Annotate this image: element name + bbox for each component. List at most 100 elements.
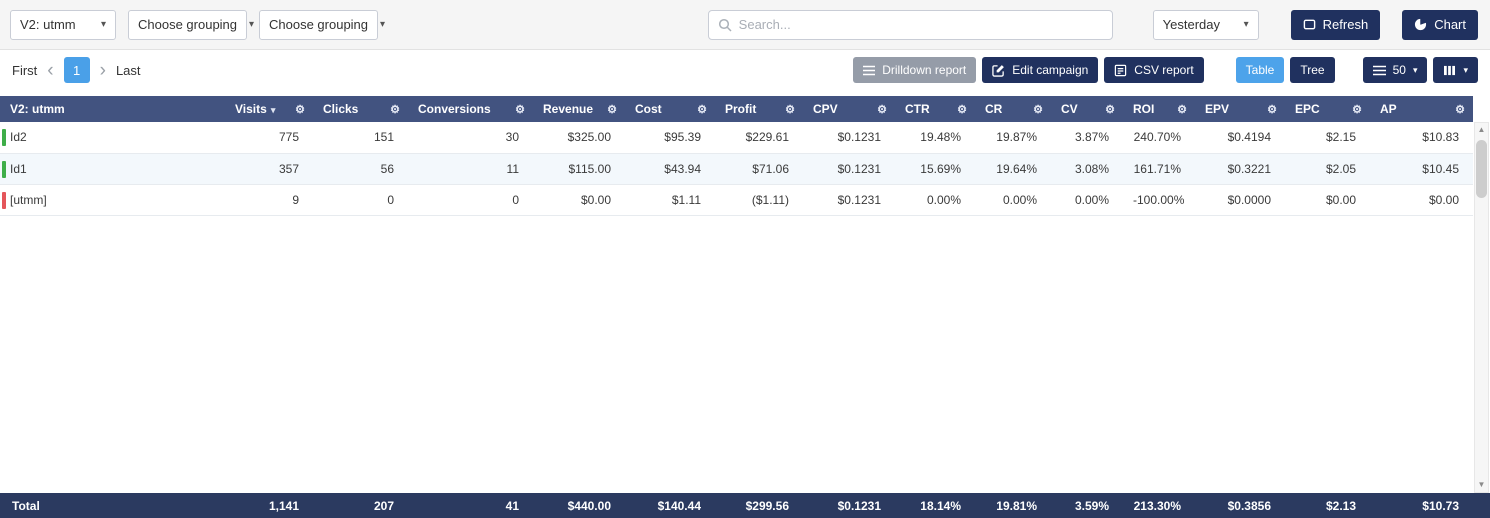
pagination-last[interactable]: Last <box>115 62 141 78</box>
scrollbar-thumb[interactable] <box>1476 140 1487 198</box>
refresh-button[interactable]: Refresh <box>1290 9 1381 40</box>
hamburger-icon <box>1372 65 1386 75</box>
toolbar: V2: utmm ▾ Choose grouping ▾ Choose grou… <box>0 0 1490 50</box>
name-column-label: V2: utmm <box>10 102 65 116</box>
gear-icon[interactable]: ⚙ <box>515 103 525 116</box>
column-label: Clicks <box>323 102 359 116</box>
tree-view-label: Tree <box>1300 63 1325 77</box>
columns-select[interactable]: ▾ <box>1433 57 1478 83</box>
grouping-select-1-value: Choose grouping <box>138 17 238 32</box>
gear-icon[interactable]: ⚙ <box>785 103 795 116</box>
column-header-conversions[interactable]: Conversions ⚙ <box>408 96 533 122</box>
date-range-select[interactable]: Yesterday ▾ <box>1152 9 1259 40</box>
column-header-cv[interactable]: CV ⚙ <box>1051 96 1123 122</box>
column-header-cost[interactable]: Cost ⚙ <box>625 96 715 122</box>
row-name-cell: Id2 <box>0 122 225 154</box>
column-header-ctr[interactable]: CTR ⚙ <box>895 96 975 122</box>
total-cell: 1,141 <box>268 498 299 513</box>
grouping-select-1[interactable]: Choose grouping ▾ <box>128 9 254 40</box>
gear-icon[interactable]: ⚙ <box>295 103 305 116</box>
cell: 19.48% <box>895 122 975 154</box>
gear-icon[interactable]: ⚙ <box>1455 103 1465 116</box>
column-header-cr[interactable]: CR ⚙ <box>975 96 1051 122</box>
table-row[interactable]: Id2 775 151 30 $325.00 $95.39 $229.61 $0… <box>0 122 1473 154</box>
drilldown-report-button[interactable]: Drilldown report <box>853 57 977 83</box>
row-name: Id1 <box>10 161 27 176</box>
gear-icon[interactable]: ⚙ <box>607 103 617 116</box>
cell: $0.3221 <box>1195 153 1285 185</box>
cell: 357 <box>225 153 313 185</box>
column-header-epc[interactable]: EPC ⚙ <box>1285 96 1370 122</box>
page-size-select[interactable]: 50 ▾ <box>1362 57 1428 83</box>
campaign-select[interactable]: V2: utmm ▾ <box>10 9 116 40</box>
date-range-value: Yesterday <box>1162 17 1221 32</box>
total-row: Total 1,141 207 41 $440.00 $140.44 $299.… <box>0 493 1473 518</box>
cell: 15.69% <box>895 153 975 185</box>
tree-view-toggle[interactable]: Tree <box>1290 57 1335 83</box>
csv-report-button[interactable]: CSV report <box>1104 57 1204 83</box>
gear-icon[interactable]: ⚙ <box>877 103 887 116</box>
table-view-toggle[interactable]: Table <box>1235 57 1285 83</box>
chevron-down-icon: ▾ <box>1412 64 1418 75</box>
gear-icon[interactable]: ⚙ <box>1033 103 1043 116</box>
chevron-right-icon[interactable]: › <box>99 59 106 81</box>
gear-icon[interactable]: ⚙ <box>1267 103 1277 116</box>
cell: 30 <box>408 122 533 154</box>
pagination-bar: First ‹ 1 › Last Drilldown report Edit c… <box>0 50 1490 90</box>
total-bar: Total 1,141 207 41 $440.00 $140.44 $299.… <box>0 493 1490 518</box>
column-label: Profit <box>725 102 757 116</box>
column-label: ROI <box>1133 102 1155 116</box>
column-header-clicks[interactable]: Clicks ⚙ <box>313 96 408 122</box>
chart-button[interactable]: Chart <box>1402 9 1478 40</box>
cell: $0.00 <box>1285 184 1370 216</box>
column-header-name: V2: utmm <box>0 96 225 122</box>
page-size-value: 50 <box>1392 63 1406 77</box>
grouping-select-2[interactable]: Choose grouping ▾ <box>259 9 385 40</box>
gear-icon[interactable]: ⚙ <box>957 103 967 116</box>
table-row[interactable]: Id1 357 56 11 $115.00 $43.94 $71.06 $0.1… <box>0 153 1473 185</box>
chevron-down-icon: ▾ <box>1243 19 1249 30</box>
column-header-ap[interactable]: AP ⚙ <box>1370 96 1473 122</box>
refresh-button-label: Refresh <box>1322 17 1369 32</box>
scroll-up-icon[interactable]: ▲ <box>1477 125 1486 134</box>
cell: $325.00 <box>533 122 625 154</box>
gear-icon[interactable]: ⚙ <box>1105 103 1115 116</box>
total-cell: $299.56 <box>745 498 789 513</box>
column-header-epv[interactable]: EPV ⚙ <box>1195 96 1285 122</box>
column-header-cpv[interactable]: CPV ⚙ <box>803 96 895 122</box>
table-row[interactable]: [utmm] 9 0 0 $0.00 $1.11 ($1.11) $0.1231… <box>0 184 1473 216</box>
column-label: EPV <box>1205 102 1230 116</box>
sort-desc-icon: ▾ <box>270 105 276 115</box>
cell: 3.87% <box>1051 122 1123 154</box>
cell: $71.06 <box>715 153 803 185</box>
search-input[interactable] <box>738 17 1103 32</box>
table-header-row: V2: utmm Visits ▾ ⚙ Clicks ⚙ Conversions ⚙ R… <box>0 96 1473 122</box>
cell: 19.87% <box>975 122 1051 154</box>
gear-icon[interactable]: ⚙ <box>390 103 400 116</box>
column-header-profit[interactable]: Profit ⚙ <box>715 96 803 122</box>
edit-campaign-button[interactable]: Edit campaign <box>982 57 1099 83</box>
column-header-revenue[interactable]: Revenue ⚙ <box>533 96 625 122</box>
column-header-roi[interactable]: ROI ⚙ <box>1123 96 1195 122</box>
row-name: [utmm] <box>10 192 47 207</box>
pagination-page-1[interactable]: 1 <box>63 57 90 83</box>
cell: 0.00% <box>895 184 975 216</box>
gear-icon[interactable]: ⚙ <box>1177 103 1187 116</box>
total-label: Total <box>12 498 40 513</box>
scroll-down-icon[interactable]: ▼ <box>1477 480 1486 489</box>
column-header-visits[interactable]: Visits ▾ ⚙ <box>225 96 313 122</box>
list-icon <box>863 65 876 75</box>
cell: $115.00 <box>533 153 625 185</box>
total-cell: $2.13 <box>1325 498 1356 513</box>
pagination-first[interactable]: First <box>12 62 38 78</box>
gear-icon[interactable]: ⚙ <box>697 103 707 116</box>
cell: 0.00% <box>1051 184 1123 216</box>
cell: $0.1231 <box>803 122 895 154</box>
cell: $0.0000 <box>1195 184 1285 216</box>
cell: ($1.11) <box>715 184 803 216</box>
cell: 161.71% <box>1123 153 1195 185</box>
cell: -100.00% <box>1123 184 1195 216</box>
chevron-left-icon[interactable]: ‹ <box>47 59 54 81</box>
gear-icon[interactable]: ⚙ <box>1352 103 1362 116</box>
total-cell: $10.73 <box>1422 498 1459 513</box>
